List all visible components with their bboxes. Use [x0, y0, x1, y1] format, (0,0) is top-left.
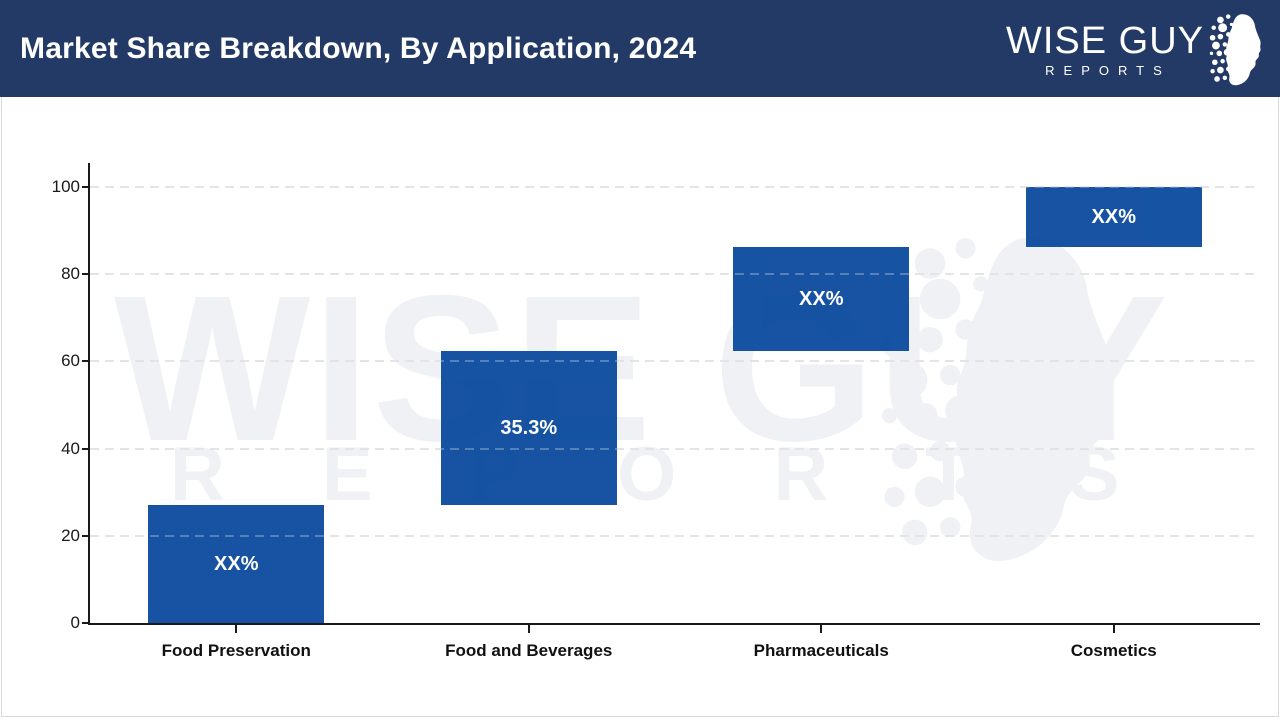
- x-tick-food-preservation: [235, 625, 238, 633]
- gridline-overlay-40: [90, 447, 1260, 450]
- x-tick-pharmaceuticals: [820, 625, 823, 633]
- brand-logo: WISE GUY REPORTS: [1006, 10, 1264, 90]
- y-tick-label-80: 80: [61, 264, 80, 284]
- gridline-overlay-100: [90, 186, 1260, 188]
- gridline-60: [90, 360, 1260, 363]
- gridline-80: [90, 273, 1260, 276]
- brand-wordmark: WISE GUY: [1005, 20, 1204, 62]
- gridline-100: [90, 186, 1260, 188]
- brand-face-icon: [1209, 14, 1261, 86]
- bar-value-label: 35.3%: [500, 416, 558, 439]
- y-tick-100: [82, 186, 90, 188]
- bar-cosmetics: XX%: [1025, 187, 1202, 248]
- x-axis-line: [88, 623, 1260, 625]
- gridline-overlay-60: [90, 360, 1260, 363]
- bar-value-label: XX%: [1091, 205, 1136, 228]
- x-axis-label-food-preservation: Food Preservation: [161, 641, 311, 660]
- x-tick-cosmetics: [1112, 625, 1115, 633]
- bar-value-label: XX%: [214, 552, 259, 575]
- plot-area: 0 20 40 60 80 100 XX% 35.3% XX% XX% Food Preservat…: [2, 97, 1278, 716]
- bar-pharmaceuticals: XX%: [733, 247, 910, 352]
- header-bar: Market Share Breakdown, By Application, …: [0, 0, 1280, 97]
- bar-food-preservation: XX%: [148, 505, 325, 623]
- brand-logo-text: WISE GUY REPORTS: [1006, 22, 1204, 78]
- y-tick-label-20: 20: [61, 525, 80, 545]
- gridline-overlay-20: [90, 534, 1260, 537]
- gridline-overlay-80: [90, 273, 1260, 276]
- y-tick-60: [82, 360, 90, 363]
- y-tick-label-40: 40: [61, 438, 80, 458]
- x-axis-label-food-and-beverages: Food and Beverages: [445, 641, 613, 660]
- y-tick-label-0: 0: [70, 613, 80, 632]
- y-axis-line: [88, 163, 90, 625]
- brand-wordmark-sub: REPORTS: [1045, 63, 1171, 78]
- gridline-40: [90, 447, 1260, 450]
- chart-area: WISE GUY REPORTS 0 20 40 60 80 100 XX% 35.3% XX%…: [1, 97, 1279, 717]
- bar-food-and-beverages: 35.3%: [440, 351, 617, 506]
- x-tick-food-and-beverages: [527, 625, 530, 633]
- gridline-20: [90, 534, 1260, 537]
- y-tick-40: [82, 447, 90, 450]
- x-axis-label-pharmaceuticals: Pharmaceuticals: [753, 641, 889, 660]
- y-tick-20: [82, 534, 90, 537]
- x-axis-label-cosmetics: Cosmetics: [1070, 641, 1157, 660]
- y-tick-0: [82, 622, 90, 624]
- chart-title: Market Share Breakdown, By Application, …: [20, 31, 697, 65]
- y-tick-label-100: 100: [51, 177, 80, 196]
- y-tick-80: [82, 273, 90, 276]
- bar-value-label: XX%: [799, 287, 844, 310]
- y-tick-label-60: 60: [61, 351, 80, 371]
